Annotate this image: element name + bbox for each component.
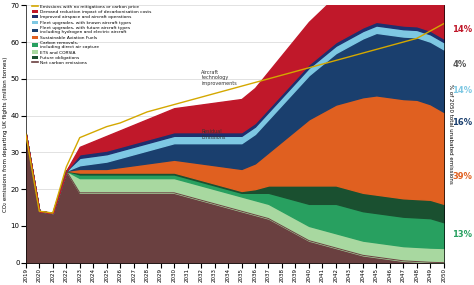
Text: 16%: 16% <box>452 118 472 127</box>
Text: 39%: 39% <box>452 172 472 181</box>
Legend: Emissions with no mitigations or carbon price, Demand reduction impact of decarb: Emissions with no mitigations or carbon … <box>32 5 152 65</box>
Y-axis label: % of 2050 total unabated emissions: % of 2050 total unabated emissions <box>448 84 453 184</box>
Text: 14%: 14% <box>452 86 472 95</box>
Text: 4%: 4% <box>452 60 466 69</box>
Y-axis label: CO₂ emissions from departing UK flights (million tonnes): CO₂ emissions from departing UK flights … <box>3 56 8 212</box>
Text: Aircraft
technology
improvements: Aircraft technology improvements <box>201 70 237 86</box>
Text: 13%: 13% <box>452 230 472 239</box>
Text: Residual
Emissions: Residual Emissions <box>201 129 226 140</box>
Text: 14%: 14% <box>452 25 472 34</box>
